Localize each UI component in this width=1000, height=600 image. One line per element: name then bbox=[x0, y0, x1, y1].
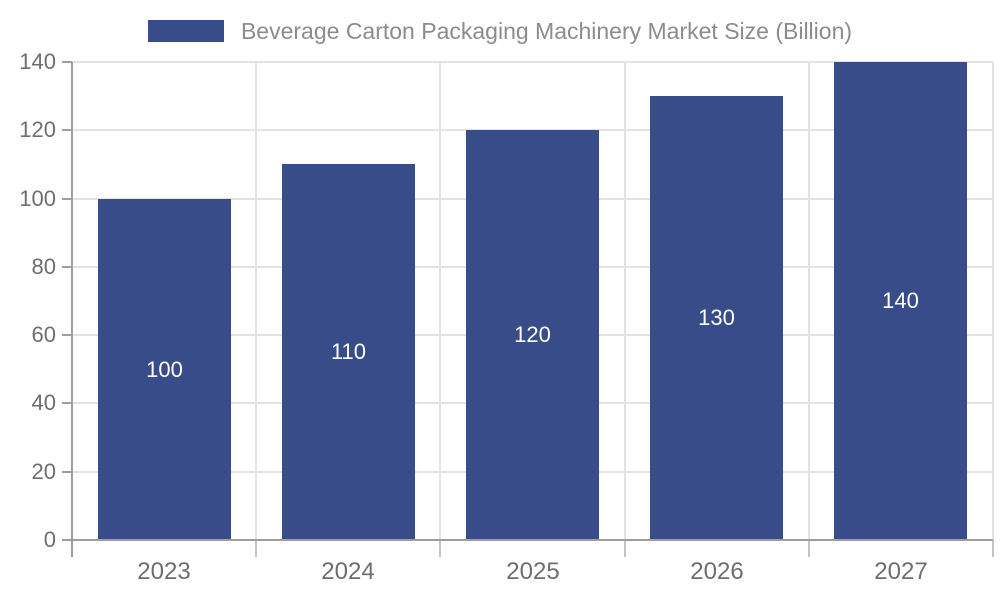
x-axis-tick bbox=[255, 540, 257, 557]
y-axis-tick bbox=[62, 198, 72, 200]
bar-2026 bbox=[650, 96, 783, 540]
x-axis-line bbox=[72, 539, 993, 541]
y-axis-tick-label: 140 bbox=[19, 49, 56, 74]
gridline-vertical bbox=[624, 62, 626, 540]
y-axis-tick-label: 120 bbox=[19, 117, 56, 142]
gridline-vertical bbox=[808, 62, 810, 540]
y-axis-tick-label: 80 bbox=[31, 254, 56, 279]
x-axis-tick bbox=[808, 540, 810, 557]
x-axis-tick-label: 2024 bbox=[321, 558, 375, 585]
y-axis-tick-label: 0 bbox=[43, 527, 56, 552]
gridline-vertical bbox=[992, 62, 994, 540]
x-axis-tick-label: 2027 bbox=[874, 558, 928, 585]
x-axis-tick bbox=[439, 540, 441, 557]
legend-item[interactable]: Beverage Carton Packaging Machinery Mark… bbox=[0, 18, 1000, 44]
y-axis-tick bbox=[62, 539, 72, 541]
bar-2025 bbox=[466, 130, 599, 540]
bar-value-label: 110 bbox=[330, 339, 367, 364]
bar-2024 bbox=[282, 164, 415, 540]
bar-2023 bbox=[98, 199, 231, 540]
bar-value-label: 130 bbox=[698, 305, 735, 330]
plot-area: 0 20 40 60 80 100 120 140 2023 2024 2025 2026 2027 10… bbox=[19, 51, 994, 584]
bar-value-label: 100 bbox=[146, 357, 183, 382]
x-axis-tick bbox=[992, 540, 994, 557]
x-axis-tick-label: 2025 bbox=[506, 558, 560, 585]
gridline-vertical bbox=[439, 62, 441, 540]
bar-value-label: 140 bbox=[882, 288, 919, 313]
y-axis-tick bbox=[62, 334, 72, 336]
y-axis-tick-label: 40 bbox=[31, 390, 56, 415]
bar-2027 bbox=[834, 62, 967, 540]
y-axis-tick bbox=[62, 471, 72, 473]
legend-label: Beverage Carton Packaging Machinery Mark… bbox=[240, 18, 853, 44]
y-axis-tick-label: 20 bbox=[31, 459, 56, 484]
x-axis-tick bbox=[624, 540, 626, 557]
y-axis-tick-label: 100 bbox=[19, 186, 56, 211]
legend-color-swatch bbox=[147, 20, 224, 42]
gridline-vertical bbox=[255, 62, 257, 540]
gridline-horizontal bbox=[72, 61, 993, 63]
bar-value-label: 120 bbox=[514, 322, 551, 347]
y-axis-tick bbox=[62, 266, 72, 268]
x-axis-tick-label: 2023 bbox=[137, 558, 191, 585]
y-axis-line bbox=[71, 62, 73, 557]
x-axis-tick-label: 2026 bbox=[690, 558, 744, 585]
y-axis-tick bbox=[62, 129, 72, 131]
y-axis-tick-label: 60 bbox=[31, 322, 56, 347]
y-axis-tick bbox=[62, 61, 72, 63]
y-axis-tick bbox=[62, 402, 72, 404]
